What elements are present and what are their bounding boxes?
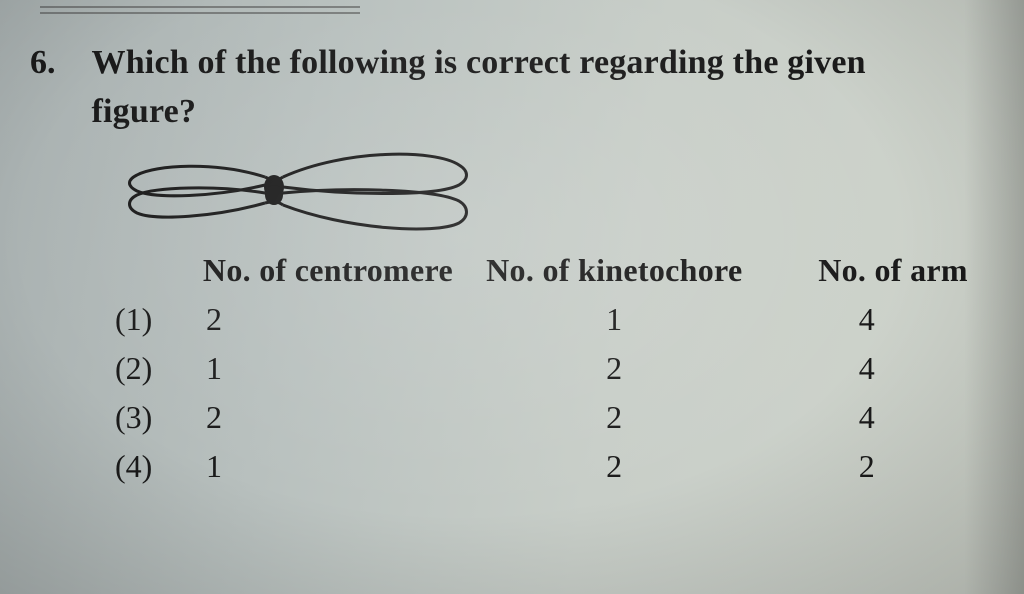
option-label: (4) [115,448,202,485]
option-kinetochore: 1 [486,301,819,338]
chromosome-figure [115,131,994,246]
option-kinetochore: 2 [486,448,819,485]
option-arm: 4 [819,350,994,387]
question-line1: Which of the following is correct regard… [92,44,866,81]
option-row: (1) 2 1 4 [115,301,994,338]
left-lower-chromatid [130,188,266,217]
option-row: (4) 1 2 2 [115,448,994,485]
option-centromere: 1 [202,448,486,485]
option-arm: 4 [819,301,994,338]
question-line2: figure? [92,93,197,130]
question-number: 6. [30,44,56,82]
option-label: (3) [115,399,202,436]
question-text: Which of the following is correct regard… [92,38,866,137]
option-label: (1) [115,301,202,338]
option-label: (2) [115,350,202,387]
header-centromere: No. of centromere [203,252,486,289]
option-row: (2) 1 2 4 [115,350,994,387]
page-container: 6. Which of the following is correct reg… [0,0,1024,594]
option-centromere: 2 [202,399,486,436]
option-kinetochore: 2 [486,350,819,387]
header-kinetochore: No. of kinetochore [486,252,818,289]
chromosome-svg [115,131,475,241]
options-table: No. of centromere No. of kinetochore No.… [115,252,994,485]
option-row: (3) 2 2 4 [115,399,994,436]
option-centromere: 2 [202,301,486,338]
header-arm: No. of arm [818,252,994,289]
right-lower-chromatid [283,189,467,228]
option-arm: 4 [819,399,994,436]
right-upper-chromatid [283,154,467,193]
option-arm: 2 [819,448,994,485]
option-centromere: 1 [202,350,486,387]
option-kinetochore: 2 [486,399,819,436]
header-spacer [115,252,203,289]
question-row: 6. Which of the following is correct reg… [30,38,994,137]
top-rule-decoration [40,6,360,14]
header-row: No. of centromere No. of kinetochore No.… [115,252,994,289]
centromere-dot-2 [265,185,283,205]
